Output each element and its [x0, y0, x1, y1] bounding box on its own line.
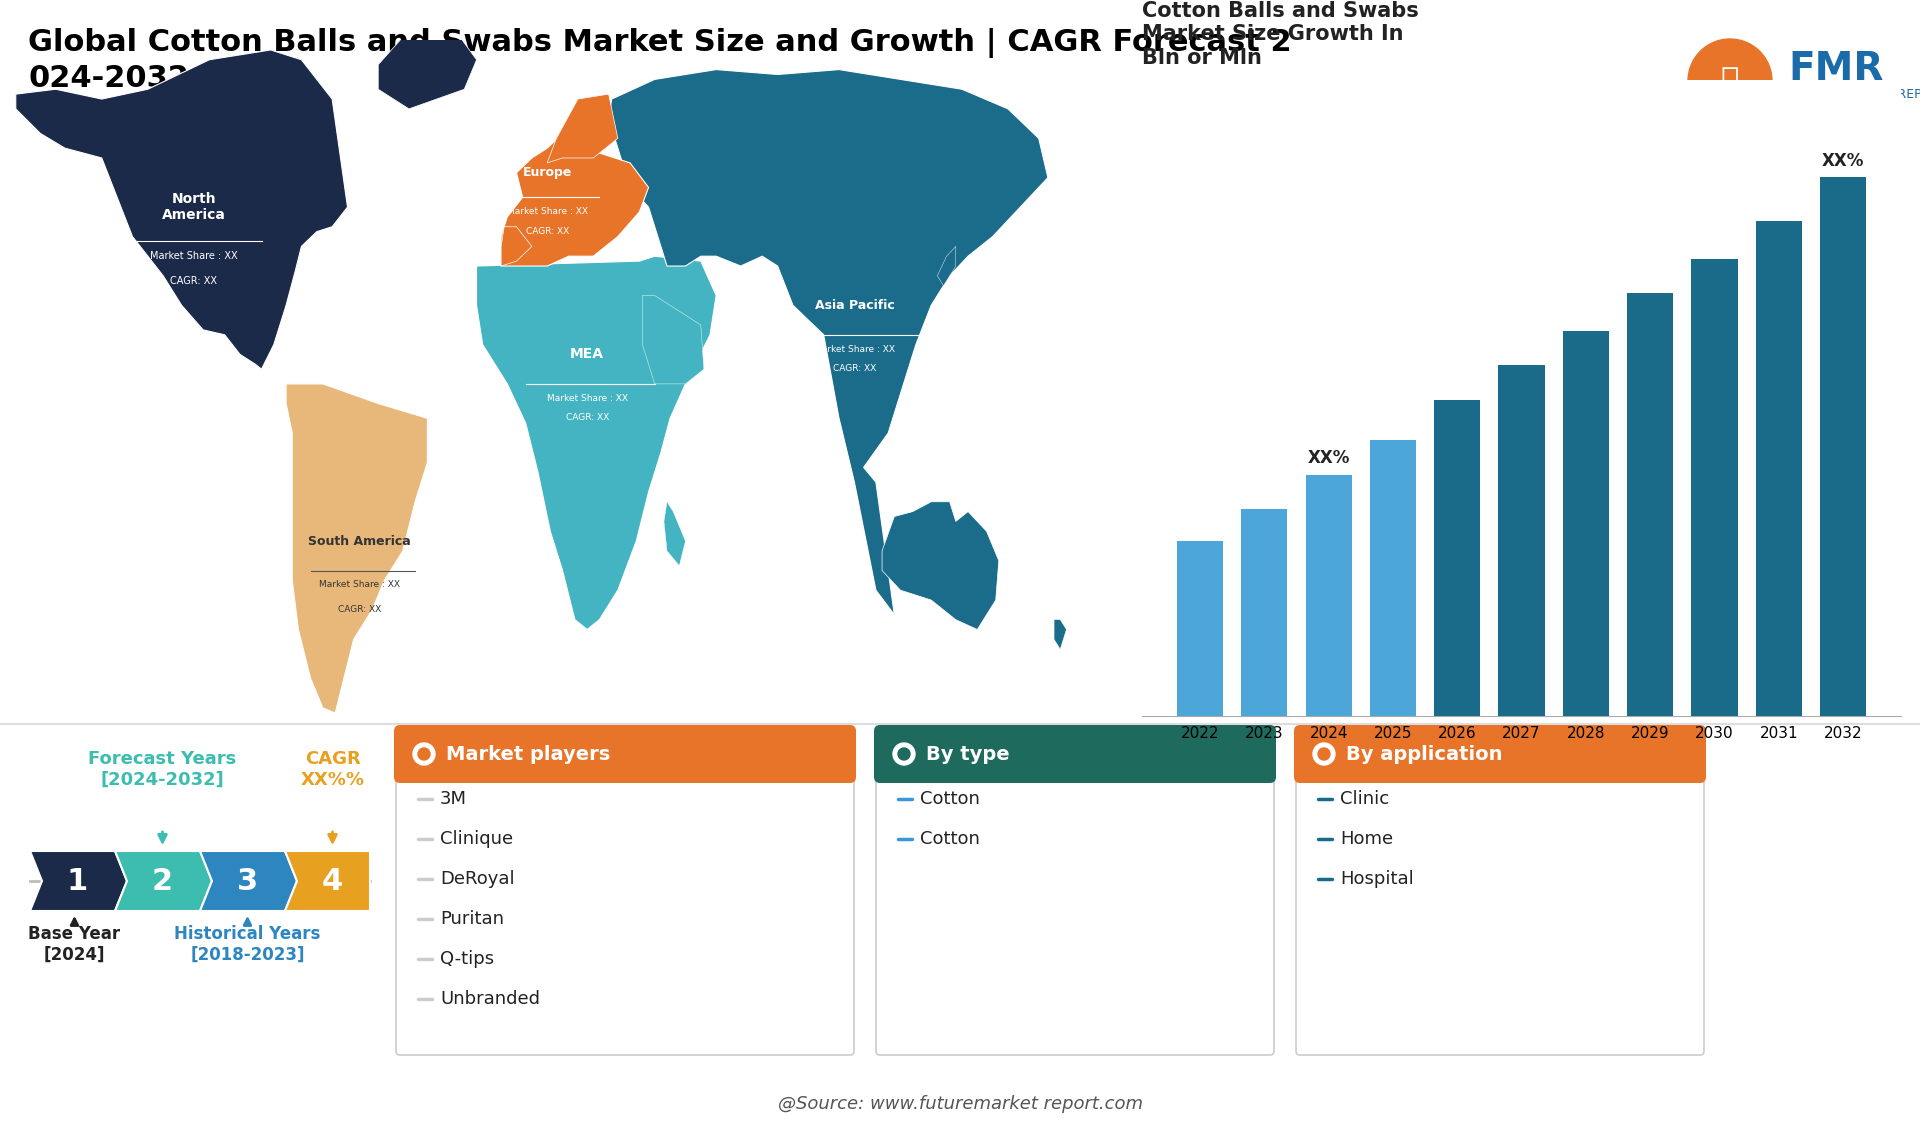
Circle shape	[893, 743, 916, 766]
Text: 1: 1	[67, 866, 88, 895]
Text: Clinic: Clinic	[1340, 790, 1390, 808]
FancyBboxPatch shape	[874, 725, 1277, 783]
Text: Market Share : XX: Market Share : XX	[507, 207, 588, 217]
Text: Cotton Balls and Swabs
Market Size Growth In
Bln or Mln: Cotton Balls and Swabs Market Size Growt…	[1142, 1, 1419, 68]
Text: Market players: Market players	[445, 745, 611, 763]
Bar	[1755, 221, 1803, 716]
Polygon shape	[937, 246, 956, 285]
Bar	[1434, 400, 1480, 716]
Circle shape	[899, 748, 910, 760]
FancyBboxPatch shape	[876, 727, 1275, 1055]
Circle shape	[1688, 39, 1772, 123]
FancyBboxPatch shape	[394, 725, 856, 783]
Polygon shape	[501, 227, 532, 266]
Circle shape	[1317, 748, 1331, 760]
Text: 2: 2	[152, 866, 173, 895]
Polygon shape	[476, 257, 716, 629]
Polygon shape	[501, 133, 649, 266]
Circle shape	[419, 748, 430, 760]
Text: Asia Pacific: Asia Pacific	[814, 299, 895, 312]
Polygon shape	[1054, 620, 1066, 649]
Polygon shape	[643, 296, 705, 384]
Bar	[1177, 541, 1223, 716]
Text: Forecast Years
[2024-2032]: Forecast Years [2024-2032]	[88, 751, 236, 788]
Bar	[1306, 474, 1352, 716]
Text: Hospital: Hospital	[1340, 870, 1413, 888]
Text: Home: Home	[1340, 830, 1394, 848]
Bar	[1498, 366, 1546, 716]
FancyBboxPatch shape	[396, 727, 854, 1055]
Bar	[1692, 259, 1738, 716]
Text: By type: By type	[925, 745, 1010, 763]
Text: FUTURE MARKET REPORT: FUTURE MARKET REPORT	[1788, 88, 1920, 102]
Text: Market Share : XX: Market Share : XX	[547, 394, 628, 402]
Text: Q-tips: Q-tips	[440, 950, 493, 968]
Text: XX%: XX%	[1308, 449, 1350, 468]
Bar	[1369, 440, 1417, 716]
Text: CAGR: XX: CAGR: XX	[171, 276, 217, 285]
Text: 3M: 3M	[440, 790, 467, 808]
Circle shape	[413, 743, 436, 766]
FancyBboxPatch shape	[1294, 725, 1707, 783]
Text: FMR: FMR	[1788, 50, 1884, 88]
Text: CAGR: XX: CAGR: XX	[526, 227, 568, 236]
Polygon shape	[286, 384, 428, 713]
Text: North
America: North America	[161, 193, 227, 222]
Text: CAGR: XX: CAGR: XX	[833, 364, 876, 374]
Polygon shape	[881, 502, 998, 629]
Polygon shape	[664, 502, 685, 566]
Polygon shape	[15, 50, 348, 369]
Text: Market Share : XX: Market Share : XX	[814, 345, 895, 354]
Text: DeRoyal: DeRoyal	[440, 870, 515, 888]
Bar	[1563, 331, 1609, 716]
Polygon shape	[31, 851, 127, 911]
Polygon shape	[200, 851, 298, 911]
Text: @Source: www.futuremarket report.com: @Source: www.futuremarket report.com	[778, 1094, 1142, 1113]
Text: Market Share : XX: Market Share : XX	[319, 580, 399, 589]
Text: 🔍: 🔍	[1720, 66, 1740, 95]
Text: 024-2032: 024-2032	[29, 64, 188, 93]
Text: Unbranded: Unbranded	[440, 990, 540, 1008]
Bar	[1820, 178, 1866, 716]
Bar	[1626, 293, 1674, 716]
Bar	[1240, 510, 1288, 716]
Text: XX%: XX%	[1822, 151, 1864, 170]
Polygon shape	[115, 851, 211, 911]
Polygon shape	[284, 851, 371, 911]
Polygon shape	[378, 30, 476, 109]
Text: MEA: MEA	[570, 347, 605, 361]
Text: Market Share : XX: Market Share : XX	[150, 251, 238, 261]
Text: Base Year
[2024]: Base Year [2024]	[29, 925, 121, 964]
Text: CAGR: XX: CAGR: XX	[338, 605, 382, 614]
FancyBboxPatch shape	[1296, 727, 1705, 1055]
Text: 4: 4	[323, 866, 344, 895]
Text: 3: 3	[236, 866, 257, 895]
Text: Puritan: Puritan	[440, 910, 503, 928]
Text: Europe: Europe	[522, 166, 572, 179]
Text: Clinique: Clinique	[440, 830, 513, 848]
Polygon shape	[609, 70, 1048, 614]
Text: CAGR: XX: CAGR: XX	[566, 414, 609, 423]
Text: CAGR
XX%%: CAGR XX%%	[301, 751, 365, 788]
Text: Cotton: Cotton	[920, 790, 979, 808]
Polygon shape	[547, 94, 618, 163]
Text: Cotton: Cotton	[920, 830, 979, 848]
Text: South America: South America	[309, 534, 411, 548]
Circle shape	[1313, 743, 1334, 766]
Text: Historical Years
[2018-2023]: Historical Years [2018-2023]	[175, 925, 321, 964]
Text: Global Cotton Balls and Swabs Market Size and Growth | CAGR Forecast 2: Global Cotton Balls and Swabs Market Siz…	[29, 28, 1292, 58]
Text: By application: By application	[1346, 745, 1503, 763]
